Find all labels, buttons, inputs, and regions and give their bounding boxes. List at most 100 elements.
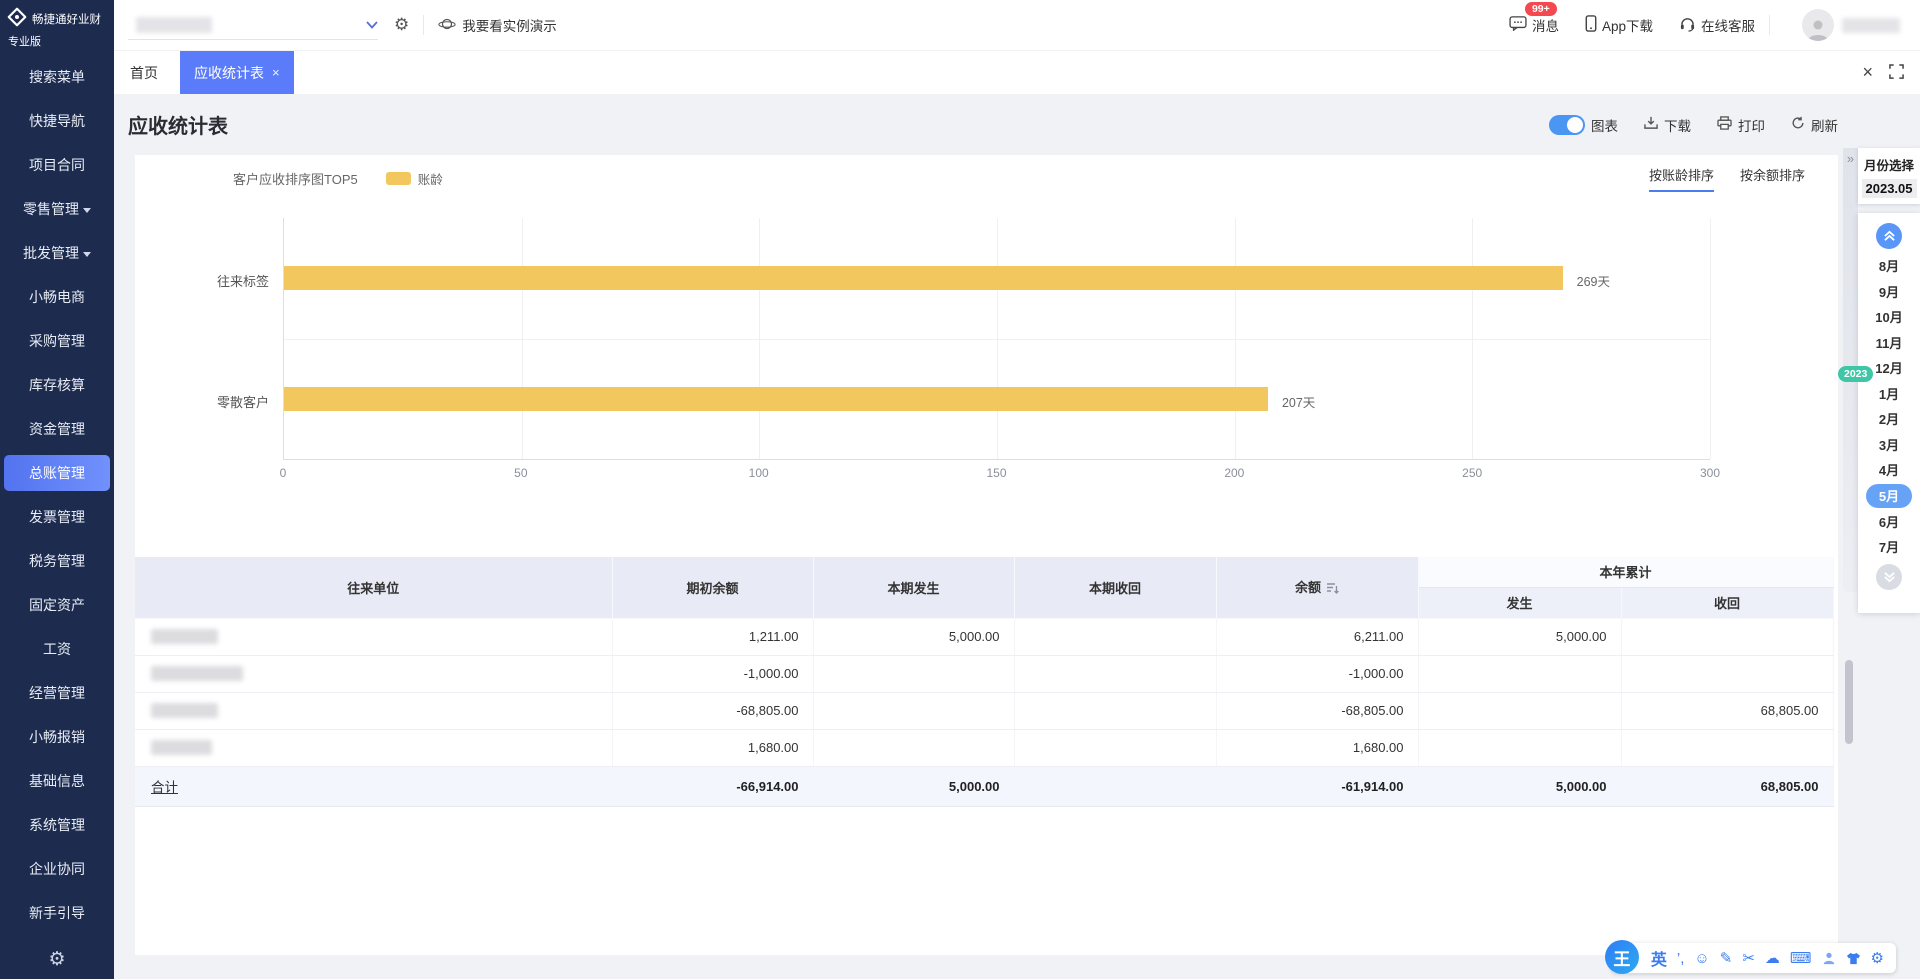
sort-by-balance-tab[interactable]: 按余额排序: [1739, 167, 1805, 183]
sidebar-item-basic-info[interactable]: 基础信息: [0, 759, 114, 803]
input-method-toolbar: 王 英 ’, ☺ ✎ ✂ ☁ ⌨ ⚙: [1604, 940, 1896, 974]
month-item-oct[interactable]: 10月: [1875, 310, 1903, 326]
ime-keyboard-icon[interactable]: ⌨: [1789, 950, 1812, 967]
sidebar-item-invoice[interactable]: 发票管理: [0, 495, 114, 539]
total-received-cell: [1014, 766, 1217, 807]
sidebar-item-label: 经营管理: [29, 685, 85, 701]
sort-by-aging-tab[interactable]: 按账龄排序: [1648, 165, 1714, 192]
col-header-current-incurred[interactable]: 本期发生: [813, 557, 1015, 619]
ime-cloud-icon[interactable]: ☁: [1764, 950, 1780, 967]
col-header-balance[interactable]: 余额: [1216, 557, 1419, 619]
bar-aging-1[interactable]: [284, 266, 1563, 290]
col-header-ytd-incurred[interactable]: 发生: [1418, 587, 1622, 619]
sidebar-item-fixed-assets[interactable]: 固定资产: [0, 583, 114, 627]
month-item-may-selected[interactable]: 5月: [1866, 483, 1912, 508]
sidebar-item-system[interactable]: 系统管理: [0, 803, 114, 847]
month-item-jan[interactable]: 1月: [1878, 386, 1900, 402]
month-item-dec[interactable]: 12月: [1875, 361, 1903, 377]
months-scroll-up-button[interactable]: [1876, 223, 1902, 249]
sidebar-item-funds[interactable]: 资金管理: [0, 407, 114, 451]
ime-emoji-icon[interactable]: ☺: [1694, 949, 1710, 967]
ime-scissors-icon[interactable]: ✂: [1742, 950, 1755, 967]
table-row[interactable]: 1,680.00 1,680.00: [135, 729, 1834, 767]
ime-handwriting-icon[interactable]: ✎: [1719, 950, 1733, 967]
sidebar-item-purchase[interactable]: 采购管理: [0, 319, 114, 363]
messages-button[interactable]: 99+ 消息: [1509, 2, 1559, 35]
sidebar-item-beginner-guide[interactable]: 新手引导: [0, 891, 114, 935]
month-item-aug[interactable]: 8月: [1878, 259, 1900, 275]
sidebar-item-project-contract[interactable]: 项目合同: [0, 143, 114, 187]
receivable-table: 往来单位 期初余额 本期发生 本期收回 余额 本年累计 发生 收回: [135, 557, 1834, 807]
fullscreen-icon[interactable]: [1889, 63, 1904, 82]
tab-close-icon[interactable]: ×: [272, 65, 280, 80]
sidebar-item-ecommerce[interactable]: 小畅电商: [0, 275, 114, 319]
ime-skin-icon[interactable]: [1846, 952, 1861, 965]
demo-link[interactable]: 我要看实例演示: [438, 15, 557, 35]
brand-name: 畅捷通好业财: [32, 13, 101, 26]
ime-punctuation-icon[interactable]: ’,: [1676, 949, 1685, 967]
settings-gear-icon[interactable]: ⚙: [394, 15, 410, 34]
ime-logo-icon[interactable]: 王: [1604, 940, 1639, 974]
ime-profile-icon[interactable]: [1822, 951, 1836, 965]
col-header-ytd[interactable]: 本年累计: [1418, 557, 1834, 588]
sidebar-item-retail[interactable]: 零售管理: [0, 187, 114, 231]
close-all-tabs-icon[interactable]: ×: [1862, 62, 1873, 82]
ime-settings-icon[interactable]: ⚙: [1870, 950, 1884, 967]
messages-badge: 99+: [1524, 2, 1557, 16]
sidebar-item-search-menu[interactable]: 搜索菜单: [0, 55, 114, 99]
sidebar-item-collaboration[interactable]: 企业协同: [0, 847, 114, 891]
sort-icon[interactable]: [1326, 582, 1339, 597]
bar-chart-plot: 往来标签 269天 零散客户 207天: [217, 218, 1711, 460]
legend-swatch-aging: [385, 171, 411, 185]
sidebar-settings-gear-icon[interactable]: ⚙: [48, 949, 66, 970]
month-item-mar[interactable]: 3月: [1878, 437, 1900, 453]
app-download-button[interactable]: App下载: [1585, 15, 1653, 35]
table-row[interactable]: -68,805.00 -68,805.00 68,805.00: [135, 692, 1834, 730]
current-incurred-cell: [813, 692, 1015, 730]
col-header-current-received[interactable]: 本期收回: [1014, 557, 1217, 619]
current-incurred-cell: [813, 655, 1015, 693]
tab-receivable-statistics[interactable]: 应收统计表 ×: [180, 51, 294, 94]
month-item-nov[interactable]: 11月: [1875, 335, 1903, 351]
user-avatar[interactable]: [1802, 9, 1834, 41]
bar-value-label: 207天: [1281, 396, 1316, 410]
col-header-ytd-received[interactable]: 收回: [1621, 587, 1834, 619]
month-item-apr[interactable]: 4月: [1878, 463, 1900, 479]
chart-header: 客户应收排序图TOP5 账龄 按账龄排序 按余额排序: [135, 161, 1838, 195]
col-header-opening-balance[interactable]: 期初余额: [612, 557, 814, 619]
sidebar-item-payroll[interactable]: 工资: [0, 627, 114, 671]
vertical-scrollbar-thumb[interactable]: [1845, 660, 1853, 744]
tab-home[interactable]: 首页: [114, 51, 180, 94]
sidebar-item-wholesale[interactable]: 批发管理: [0, 231, 114, 275]
sidebar-item-quick-nav[interactable]: 快捷导航: [0, 99, 114, 143]
month-item-feb[interactable]: 2月: [1878, 412, 1900, 428]
total-link[interactable]: 合计: [151, 780, 178, 795]
bar-aging-2[interactable]: [284, 387, 1268, 411]
table-row[interactable]: 1,211.00 5,000.00 6,211.00 5,000.00: [135, 618, 1834, 656]
sidebar-item-label: 总账管理: [29, 465, 85, 481]
sidebar-menu: 搜索菜单 快捷导航 项目合同 零售管理 批发管理 小畅电商 采购管理 库存核算 …: [0, 55, 114, 935]
download-button[interactable]: 下载: [1644, 115, 1691, 135]
month-item-jul[interactable]: 7月: [1878, 540, 1900, 556]
sidebar-item-expense[interactable]: 小畅报销: [0, 715, 114, 759]
refresh-button[interactable]: 刷新: [1791, 115, 1838, 135]
print-button[interactable]: 打印: [1717, 115, 1765, 135]
col-header-partner[interactable]: 往来单位: [135, 557, 613, 619]
online-service-button[interactable]: 在线客服: [1679, 15, 1755, 35]
sidebar-item-operations[interactable]: 经营管理: [0, 671, 114, 715]
brand-logo-icon: [6, 6, 28, 31]
month-item-jun[interactable]: 6月: [1878, 514, 1900, 530]
month-item-sep[interactable]: 9月: [1878, 284, 1900, 300]
chart-toggle-switch[interactable]: [1549, 114, 1585, 135]
sidebar-item-general-ledger[interactable]: 总账管理: [4, 455, 110, 491]
months-scroll-down-button[interactable]: [1876, 563, 1902, 590]
table-row[interactable]: -1,000.00 -1,000.00: [135, 655, 1834, 693]
sidebar-item-inventory[interactable]: 库存核算: [0, 363, 114, 407]
category-split-line: [284, 338, 1710, 340]
opening-balance-cell: -1,000.00: [612, 655, 814, 693]
chart-legend[interactable]: 账龄: [385, 169, 443, 188]
sidebar-item-tax[interactable]: 税务管理: [0, 539, 114, 583]
printer-icon: [1717, 116, 1732, 133]
company-selector[interactable]: [128, 16, 378, 40]
ime-language-mode[interactable]: 英: [1650, 952, 1667, 969]
